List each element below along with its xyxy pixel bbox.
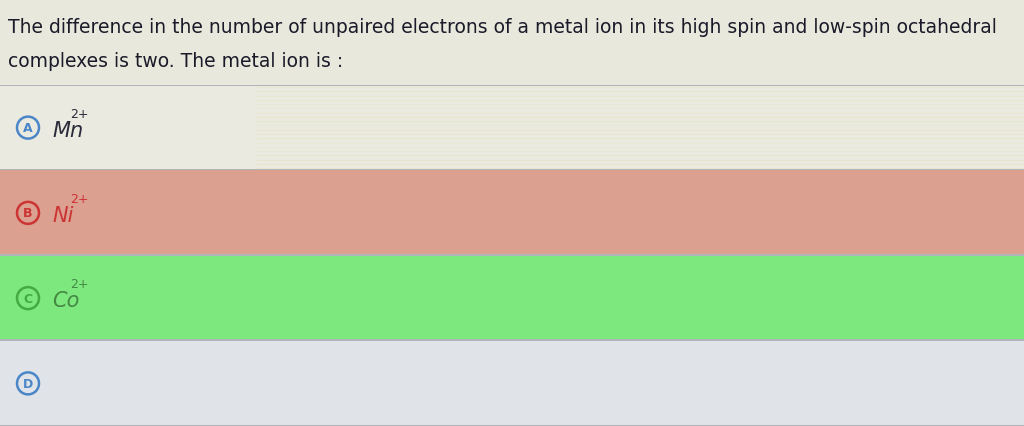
FancyBboxPatch shape [0,424,1024,426]
FancyBboxPatch shape [0,0,1024,86]
FancyBboxPatch shape [0,340,1024,341]
FancyBboxPatch shape [0,341,1024,426]
Text: C: C [24,292,33,305]
FancyBboxPatch shape [0,86,1024,171]
Text: complexes is two. The metal ion is :: complexes is two. The metal ion is : [8,52,343,71]
FancyBboxPatch shape [0,85,1024,87]
FancyBboxPatch shape [0,170,1024,171]
Text: Ni: Ni [52,205,74,225]
FancyBboxPatch shape [0,254,1024,256]
Text: 2+: 2+ [71,107,89,120]
FancyBboxPatch shape [0,256,1024,341]
Text: The difference in the number of unpaired electrons of a metal ion in its high sp: The difference in the number of unpaired… [8,18,997,37]
Text: A: A [24,122,33,135]
Text: 2+: 2+ [71,277,89,291]
Text: D: D [23,377,33,390]
Text: B: B [24,207,33,220]
Text: 2+: 2+ [71,193,89,205]
Text: Mn: Mn [52,120,83,140]
Text: Co: Co [52,291,80,311]
FancyBboxPatch shape [0,171,1024,256]
